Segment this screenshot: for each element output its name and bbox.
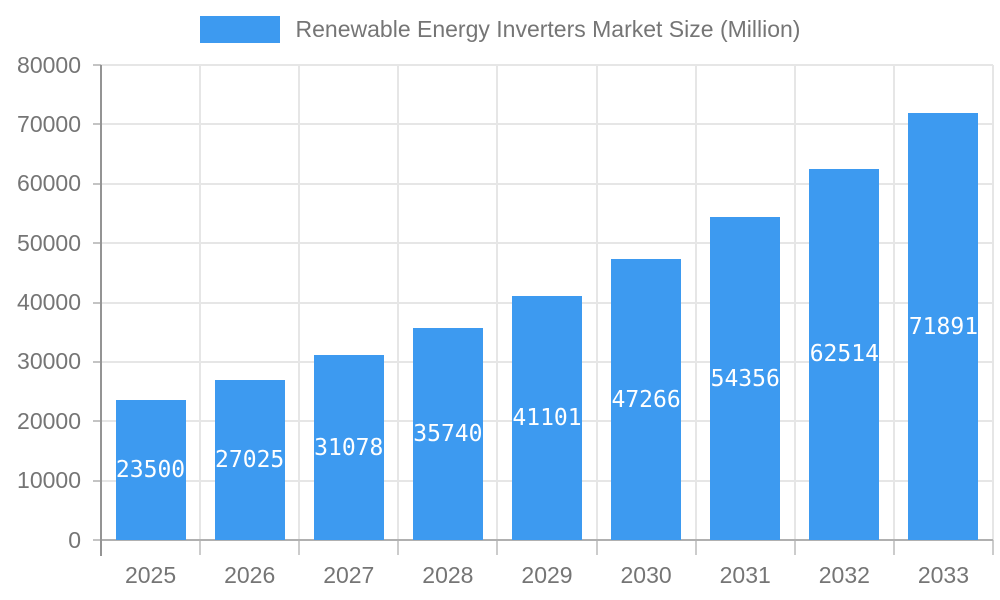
bar-value-label: 41101 bbox=[512, 404, 582, 431]
y-axis-tick bbox=[93, 420, 101, 423]
bar-value-label: 47266 bbox=[611, 386, 681, 413]
bar-2033: 71891 bbox=[908, 113, 979, 540]
x-gridline bbox=[793, 65, 796, 540]
y-gridline bbox=[101, 182, 993, 185]
y-gridline bbox=[101, 123, 993, 126]
x-axis-label: 2026 bbox=[224, 562, 276, 588]
y-axis-label: 10000 bbox=[17, 467, 81, 494]
bar-2030: 47266 bbox=[611, 259, 682, 540]
bar-value-label: 54356 bbox=[710, 365, 780, 392]
bar-value-label: 27025 bbox=[215, 446, 285, 473]
y-axis-label: 20000 bbox=[17, 407, 81, 434]
legend-swatch bbox=[199, 16, 280, 43]
y-axis-tick bbox=[93, 360, 101, 363]
y-axis-label: 70000 bbox=[17, 110, 81, 137]
x-axis-tick bbox=[992, 540, 994, 555]
bar-2031: 54356 bbox=[710, 217, 781, 540]
y-axis-tick bbox=[93, 479, 101, 482]
bar-value-label: 71891 bbox=[908, 313, 979, 340]
bar-value-label: 31078 bbox=[314, 434, 384, 461]
x-axis-tick bbox=[694, 540, 697, 555]
y-axis-label: 30000 bbox=[17, 348, 81, 375]
x-gridline bbox=[892, 65, 895, 540]
x-axis-label: 2029 bbox=[521, 562, 573, 588]
x-axis-label: 2032 bbox=[818, 562, 870, 588]
x-gridline bbox=[199, 65, 202, 540]
bar-2027: 31078 bbox=[313, 355, 384, 540]
y-gridline bbox=[101, 242, 993, 245]
bar-value-label: 23500 bbox=[115, 457, 186, 484]
x-axis-tick bbox=[397, 540, 400, 555]
x-gridline bbox=[298, 65, 301, 540]
x-gridline bbox=[694, 65, 697, 540]
y-axis-tick bbox=[93, 242, 101, 245]
chart-legend: Renewable Energy Inverters Market Size (… bbox=[0, 16, 1000, 43]
y-axis-label: 0 bbox=[68, 526, 81, 553]
bar-2025: 23500 bbox=[115, 400, 186, 540]
y-axis-label: 50000 bbox=[17, 229, 81, 256]
y-gridline bbox=[101, 64, 993, 66]
x-axis-label: 2027 bbox=[323, 562, 375, 588]
y-axis-tick bbox=[93, 182, 101, 185]
bar-2029: 41101 bbox=[512, 295, 582, 540]
x-axis-tick bbox=[793, 540, 796, 555]
x-axis-tick bbox=[199, 540, 202, 555]
x-axis-label: 2025 bbox=[124, 562, 177, 588]
x-gridline bbox=[496, 65, 499, 540]
y-axis-tick bbox=[93, 64, 101, 66]
y-axis-label: 80000 bbox=[17, 51, 81, 78]
x-axis-label: 2028 bbox=[422, 562, 474, 588]
legend-label: Renewable Energy Inverters Market Size (… bbox=[295, 16, 801, 42]
y-axis-label: 60000 bbox=[17, 170, 81, 197]
bar-value-label: 62514 bbox=[809, 341, 879, 368]
x-axis-label: 2031 bbox=[719, 562, 771, 588]
bar-2032: 62514 bbox=[809, 168, 880, 540]
x-gridline bbox=[595, 65, 598, 540]
x-axis-label: 2030 bbox=[620, 562, 672, 588]
y-axis-line bbox=[100, 65, 102, 556]
bar-2026: 27025 bbox=[214, 379, 285, 540]
x-gridline bbox=[992, 65, 994, 540]
x-axis-line bbox=[101, 539, 993, 541]
x-gridline bbox=[397, 65, 400, 540]
x-axis-tick bbox=[892, 540, 895, 555]
y-axis-label: 40000 bbox=[17, 289, 81, 315]
y-axis-tick bbox=[93, 123, 101, 126]
bar-2028: 35740 bbox=[412, 327, 483, 540]
bar-value-label: 35740 bbox=[413, 420, 483, 447]
y-axis-tick bbox=[93, 301, 101, 304]
y-axis-tick bbox=[93, 539, 101, 541]
x-axis-tick bbox=[595, 540, 598, 555]
x-axis-label: 2033 bbox=[917, 562, 970, 588]
x-axis-tick bbox=[298, 540, 301, 555]
x-axis-tick bbox=[496, 540, 499, 555]
